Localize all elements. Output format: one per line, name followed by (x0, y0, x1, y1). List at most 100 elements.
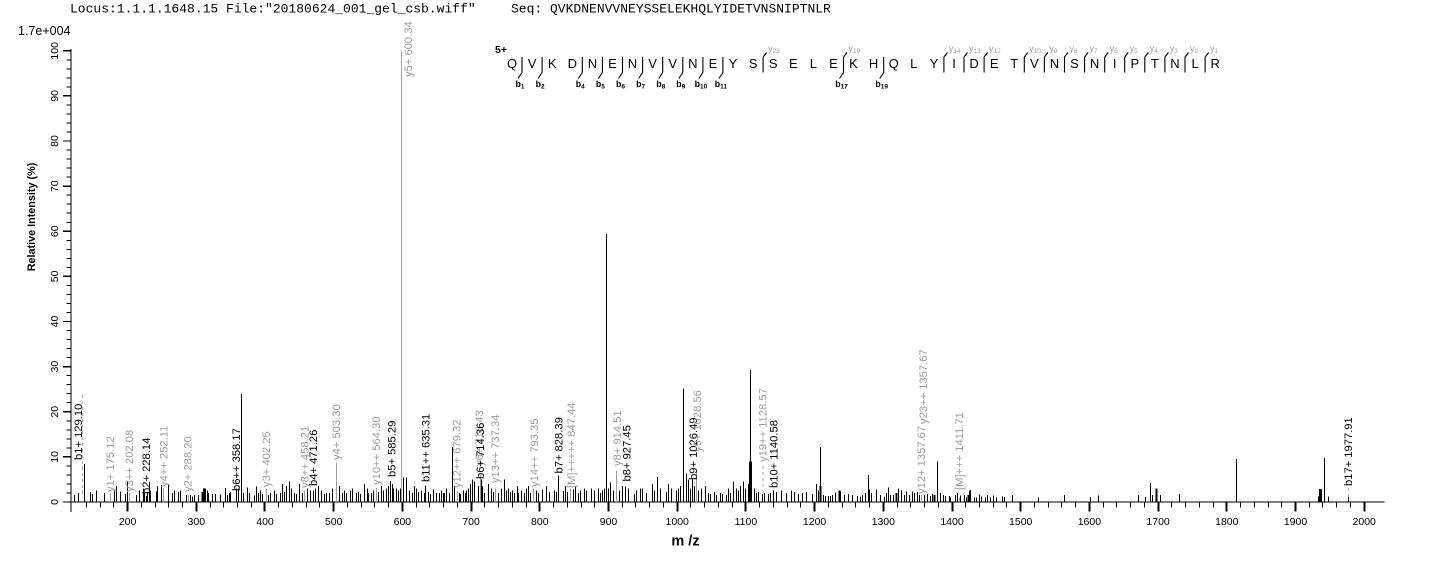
svg-text:E: E (608, 56, 617, 71)
svg-text:500: 500 (325, 516, 343, 528)
svg-text:y9+ 1028.56: y9+ 1028.56 (692, 390, 704, 452)
svg-text:D: D (969, 56, 978, 71)
svg-text:T: T (1151, 56, 1159, 71)
svg-text:L: L (910, 56, 917, 71)
svg-text:80: 80 (49, 135, 61, 147)
svg-text:b4: b4 (576, 79, 585, 91)
svg-text:K: K (849, 56, 858, 71)
svg-text:1900: 1900 (1284, 516, 1308, 528)
svg-text:L: L (1191, 56, 1198, 71)
svg-text:E: E (990, 56, 999, 71)
svg-text:1800: 1800 (1215, 516, 1239, 528)
svg-text:b6++ 358.17: b6++ 358.17 (231, 428, 243, 491)
svg-text:L: L (810, 56, 817, 71)
svg-text:y6: y6 (1110, 44, 1118, 56)
svg-text:200: 200 (119, 516, 137, 528)
svg-text:60: 60 (49, 225, 61, 237)
svg-text:b8+ 927.45: b8+ 927.45 (622, 425, 634, 481)
svg-text:V: V (1030, 56, 1039, 71)
svg-text:700: 700 (462, 516, 480, 528)
svg-text:Y: Y (729, 56, 738, 71)
svg-text:y8++ 458.21: y8++ 458.21 (300, 426, 312, 488)
svg-text:300: 300 (188, 516, 206, 528)
svg-text:70: 70 (49, 180, 61, 192)
svg-text:S: S (769, 56, 778, 71)
svg-text:1700: 1700 (1146, 516, 1170, 528)
svg-text:5+: 5+ (495, 44, 507, 56)
svg-text:1100: 1100 (735, 516, 758, 528)
svg-text:1600: 1600 (1078, 516, 1102, 528)
svg-text:H: H (869, 56, 878, 71)
svg-text:y3+ 402.25: y3+ 402.25 (261, 431, 273, 487)
svg-text:Y: Y (930, 56, 939, 71)
svg-text:b4+ 471.26: b4+ 471.26 (308, 430, 320, 486)
svg-text:900: 900 (600, 516, 618, 528)
svg-text:b5+ 585.29: b5+ 585.29 (386, 421, 398, 477)
svg-text:Q: Q (889, 56, 899, 71)
svg-text:y13++ 737.34: y13++ 737.34 (490, 415, 502, 483)
svg-text:90: 90 (49, 90, 61, 102)
svg-text:E: E (829, 56, 838, 71)
svg-text:1500: 1500 (1009, 516, 1033, 528)
svg-text:b9+ 1026.49: b9+ 1026.49 (688, 417, 700, 480)
svg-text:N: N (1090, 56, 1099, 71)
svg-text:y19: y19 (849, 44, 861, 56)
svg-text:y4+ 503.30: y4+ 503.30 (331, 404, 343, 460)
svg-text:y2: y2 (1190, 44, 1198, 56)
svg-text:b10: b10 (695, 79, 708, 91)
svg-text:y1: y1 (1210, 44, 1218, 56)
svg-text:y10++ 564.30: y10++ 564.30 (371, 417, 383, 485)
svg-text:E: E (709, 56, 718, 71)
svg-text:b19: b19 (875, 79, 888, 91)
svg-text:y19++ 1128.57: y19++ 1128.57 (758, 388, 770, 462)
svg-text:b1+ 129.10: b1+ 129.10 (73, 404, 85, 460)
svg-text:b6+ 714.36: b6+ 714.36 (475, 423, 487, 479)
svg-text:N: N (1050, 56, 1059, 71)
svg-text:y9: y9 (1049, 44, 1057, 56)
svg-text:b10+ 1140.58: b10+ 1140.58 (768, 420, 780, 488)
svg-text:800: 800 (531, 516, 549, 528)
svg-text:y3: y3 (1170, 44, 1178, 56)
svg-text:P: P (1130, 56, 1139, 71)
svg-text:V: V (648, 56, 657, 71)
svg-text:1000: 1000 (666, 516, 690, 528)
svg-text:400: 400 (256, 516, 274, 528)
svg-text:D: D (568, 56, 577, 71)
svg-text:2000: 2000 (1353, 516, 1377, 528)
svg-text:y12++ 679.32: y12++ 679.32 (452, 420, 464, 488)
svg-text:I: I (952, 56, 956, 71)
svg-text:R: R (1211, 56, 1220, 71)
svg-text:E: E (789, 56, 798, 71)
svg-text:0: 0 (49, 499, 61, 505)
svg-text:Relative Intensity (%): Relative Intensity (%) (26, 162, 38, 271)
svg-text:b11: b11 (715, 79, 728, 91)
svg-text:I: I (1113, 56, 1117, 71)
svg-text:N: N (628, 56, 637, 71)
svg-text:N: N (1170, 56, 1179, 71)
svg-text:Seq: QVKDNENVVNEYSSELEKHQLYIDE: Seq: QVKDNENVVNEYSSELEKHQLYIDETVNSNIPTNL… (511, 2, 831, 17)
svg-text:b17+ 1977.91: b17+ 1977.91 (1343, 417, 1355, 486)
svg-text:b6: b6 (616, 79, 625, 91)
svg-text:y12: y12 (989, 44, 1001, 56)
svg-text:1.7e+004: 1.7e+004 (18, 24, 71, 38)
svg-text:1300: 1300 (872, 516, 896, 528)
svg-text:40: 40 (49, 316, 61, 328)
svg-text:20: 20 (49, 406, 61, 418)
svg-text:b7+ 828.39: b7+ 828.39 (554, 417, 566, 473)
svg-text:S: S (749, 56, 758, 71)
svg-text:[M]+++ 1411.71: [M]+++ 1411.71 (954, 412, 966, 490)
svg-text:y6+ 713.43: y6+ 713.43 (474, 410, 486, 466)
svg-text:b1: b1 (516, 79, 525, 91)
svg-text:b11++ 635.31: b11++ 635.31 (420, 414, 432, 482)
svg-text:y8: y8 (1070, 44, 1078, 56)
svg-text:b7: b7 (636, 79, 645, 91)
svg-text:N: N (688, 56, 697, 71)
svg-text:b9: b9 (676, 79, 685, 91)
svg-text:10: 10 (49, 451, 61, 463)
svg-text:600: 600 (394, 516, 412, 528)
svg-text:y7: y7 (1090, 44, 1098, 56)
svg-text:S: S (1070, 56, 1079, 71)
svg-text:[M]+++++ 847.44: [M]+++++ 847.44 (566, 402, 578, 488)
svg-text:100: 100 (49, 42, 61, 60)
svg-text:V: V (668, 56, 677, 71)
